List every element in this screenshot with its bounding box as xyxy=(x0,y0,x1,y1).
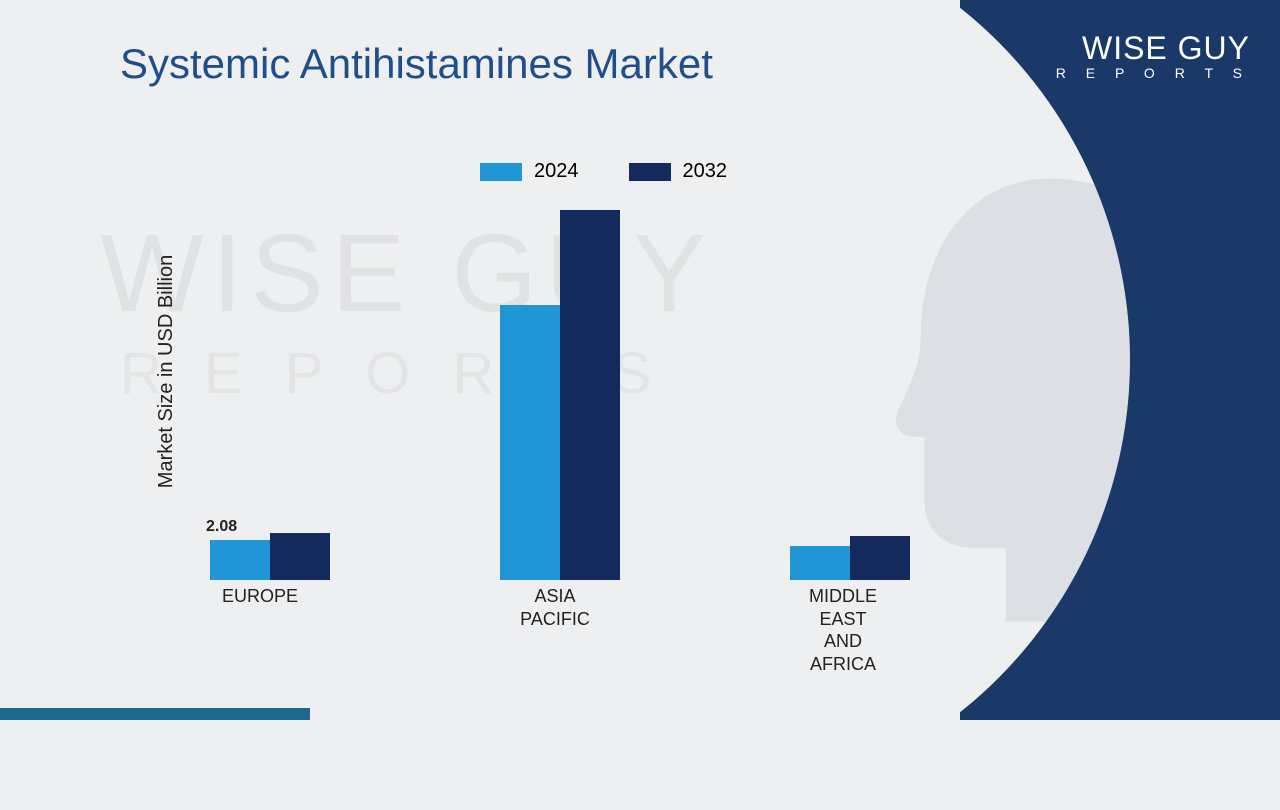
data-label: 2.08 xyxy=(206,518,237,536)
x-label: MIDDLEEASTANDAFRICA xyxy=(778,585,908,675)
bar-2032 xyxy=(850,536,910,580)
legend-label: 2032 xyxy=(683,160,728,183)
chart-area: Market Size in USD Billion 20242032 2.08… xyxy=(80,160,940,680)
x-label: EUROPE xyxy=(200,585,320,608)
plot-area: 2.08 xyxy=(140,200,940,580)
legend: 2024 2032 xyxy=(480,160,727,183)
bar-2024 xyxy=(210,540,270,580)
legend-label: 2024 xyxy=(534,160,579,183)
chart-title: Systemic Antihistamines Market xyxy=(120,40,713,88)
bottom-accent-bar xyxy=(0,708,310,720)
bar-group xyxy=(500,210,620,581)
legend-swatch xyxy=(629,163,671,181)
legend-item: 2024 xyxy=(480,160,579,183)
bar-2032 xyxy=(560,210,620,581)
legend-item: 2032 xyxy=(629,160,728,183)
logo-sub-text: R E P O R T S xyxy=(1056,65,1250,81)
logo: WISE GUY R E P O R T S xyxy=(1056,30,1250,81)
bar-group xyxy=(210,533,330,581)
bar-2032 xyxy=(270,533,330,581)
x-label: ASIAPACIFIC xyxy=(485,585,625,630)
logo-main-text: WISE GUY xyxy=(1056,30,1250,67)
bar-2024 xyxy=(500,305,560,581)
legend-swatch xyxy=(480,163,522,181)
bar-group xyxy=(790,536,910,580)
bar-2024 xyxy=(790,546,850,580)
